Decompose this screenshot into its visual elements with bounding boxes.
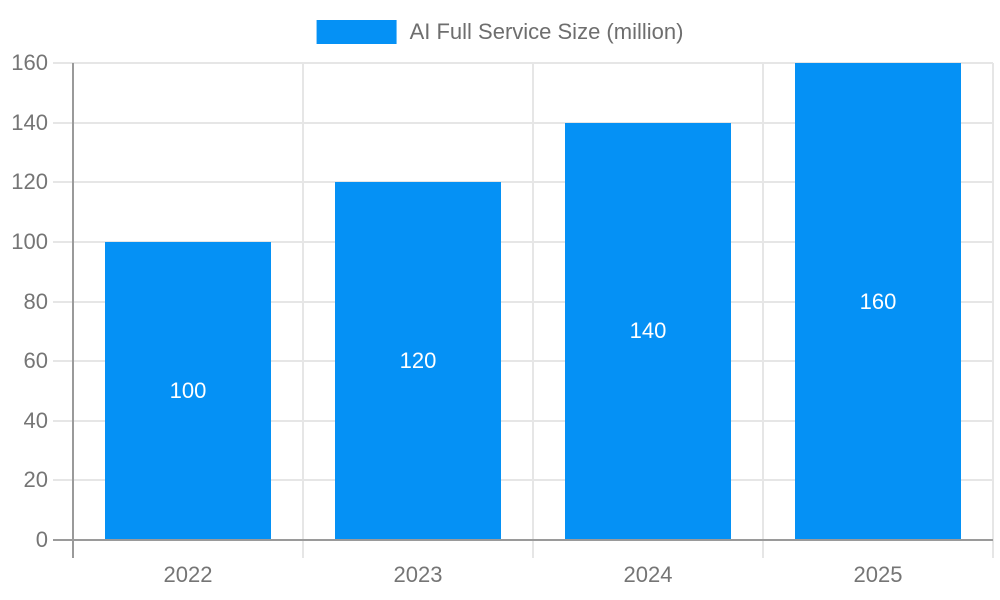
y-tick-label: 40 xyxy=(23,407,48,433)
x-tick-label: 2023 xyxy=(393,562,443,587)
legend-swatch xyxy=(316,20,397,44)
bar-value-label: 140 xyxy=(629,318,667,344)
bar-value-label: 160 xyxy=(859,288,897,314)
y-tick-label: 140 xyxy=(11,109,48,135)
bar-value-label: 100 xyxy=(169,377,207,403)
x-axis-line xyxy=(53,539,993,541)
gridline-vertical xyxy=(762,63,764,558)
y-tick-label: 0 xyxy=(35,527,48,552)
y-axis-line xyxy=(72,63,74,558)
gridline-horizontal xyxy=(53,240,993,243)
x-tick-label: 2022 xyxy=(163,562,213,587)
gridline-vertical xyxy=(532,63,534,558)
legend[interactable]: AI Full Service Size (million) xyxy=(316,19,684,45)
y-tick-label: 80 xyxy=(23,288,48,314)
x-tick-label: 2025 xyxy=(853,562,903,587)
y-tick-label: 100 xyxy=(11,228,48,254)
gridline-horizontal xyxy=(53,181,993,184)
gridline-horizontal xyxy=(53,419,993,422)
gridline-horizontal xyxy=(53,479,993,482)
bar-value-label: 120 xyxy=(399,348,437,374)
gridline-horizontal xyxy=(53,300,993,303)
y-tick-label: 20 xyxy=(23,467,48,493)
gridline-horizontal xyxy=(53,121,993,124)
y-tick-label: 60 xyxy=(23,348,48,374)
gridline-vertical xyxy=(302,63,304,558)
bar-2024[interactable]: 140 xyxy=(565,122,731,540)
y-tick-label: 120 xyxy=(11,169,48,195)
x-tick-label: 2024 xyxy=(623,562,673,587)
bar-2025[interactable]: 160 xyxy=(795,63,961,540)
gridline-horizontal xyxy=(53,62,993,64)
legend-label: AI Full Service Size (million) xyxy=(409,19,684,44)
bar-2022[interactable]: 100 xyxy=(105,241,271,540)
gridline-horizontal xyxy=(53,360,993,363)
y-tick-label: 160 xyxy=(11,50,48,75)
bar-2023[interactable]: 120 xyxy=(335,182,501,540)
gridline-vertical xyxy=(992,63,994,558)
